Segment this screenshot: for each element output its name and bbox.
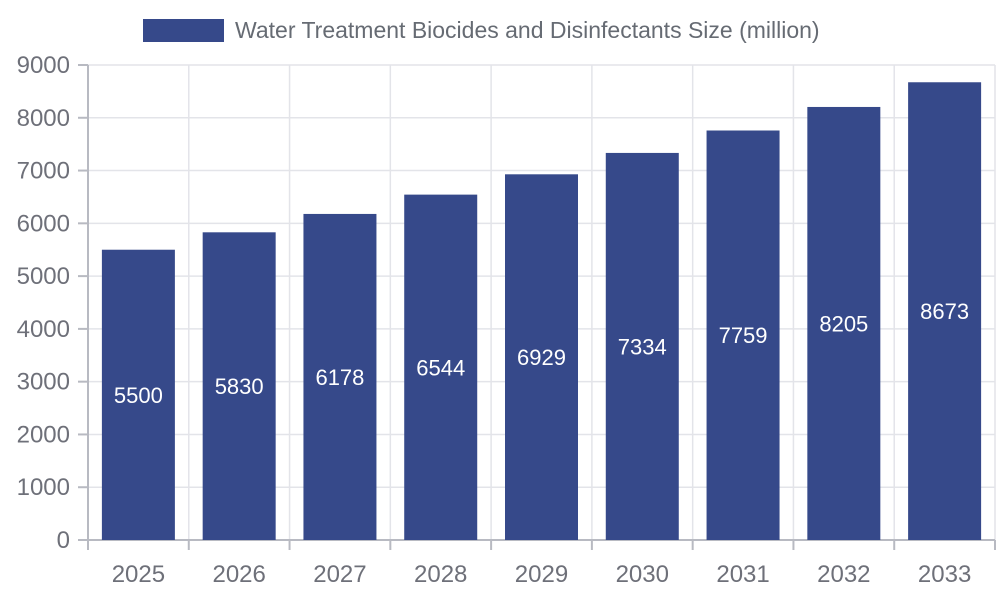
x-axis-tick-label: 2032 — [817, 561, 870, 588]
bar[interactable] — [303, 213, 377, 540]
x-axis-tick-label: 2033 — [918, 561, 971, 588]
bar[interactable] — [706, 130, 780, 540]
x-axis-tick-label: 2027 — [313, 561, 366, 588]
x-axis-tick-label: 2030 — [616, 561, 669, 588]
y-axis-tick-label: 7000 — [17, 158, 70, 185]
x-axis-tick-label: 2025 — [112, 561, 165, 588]
y-axis-tick-label: 6000 — [17, 210, 70, 237]
bar-value-label: 6544 — [416, 355, 465, 380]
bar-value-label: 7759 — [719, 323, 768, 348]
bar-value-label: 6178 — [315, 365, 364, 390]
legend-item[interactable]: Water Treatment Biocides and Disinfectan… — [143, 17, 820, 44]
bar-value-label: 6929 — [517, 345, 566, 370]
y-axis-tick-label: 1000 — [17, 474, 70, 501]
bar-value-label: 5830 — [215, 374, 264, 399]
legend-label: Water Treatment Biocides and Disinfectan… — [235, 17, 820, 43]
y-axis-tick-label: 9000 — [17, 52, 70, 79]
bar[interactable] — [505, 174, 578, 540]
y-axis-tick-label: 4000 — [17, 316, 70, 343]
y-axis-tick-label: 2000 — [17, 421, 70, 448]
x-axis-tick-label: 2028 — [414, 561, 467, 588]
bar[interactable] — [807, 106, 881, 540]
bar-value-label: 7334 — [618, 334, 667, 359]
bar[interactable] — [101, 249, 175, 540]
bar[interactable] — [605, 152, 679, 540]
bar-value-label: 5500 — [114, 383, 163, 408]
bar-value-label: 8673 — [920, 299, 969, 324]
bar[interactable] — [202, 232, 276, 541]
x-axis-tick-label: 2026 — [212, 561, 265, 588]
y-axis-tick-label: 8000 — [17, 105, 70, 132]
x-axis-tick-label: 2029 — [515, 561, 568, 588]
y-axis-tick-label: 5000 — [17, 263, 70, 290]
y-axis-tick-label: 3000 — [17, 369, 70, 396]
bar-value-label: 8205 — [819, 311, 868, 336]
bar[interactable] — [404, 194, 478, 540]
legend-swatch — [143, 19, 224, 42]
bar[interactable] — [908, 82, 982, 540]
x-axis-tick-label: 2031 — [716, 561, 769, 588]
y-axis-tick-label: 0 — [57, 527, 70, 554]
